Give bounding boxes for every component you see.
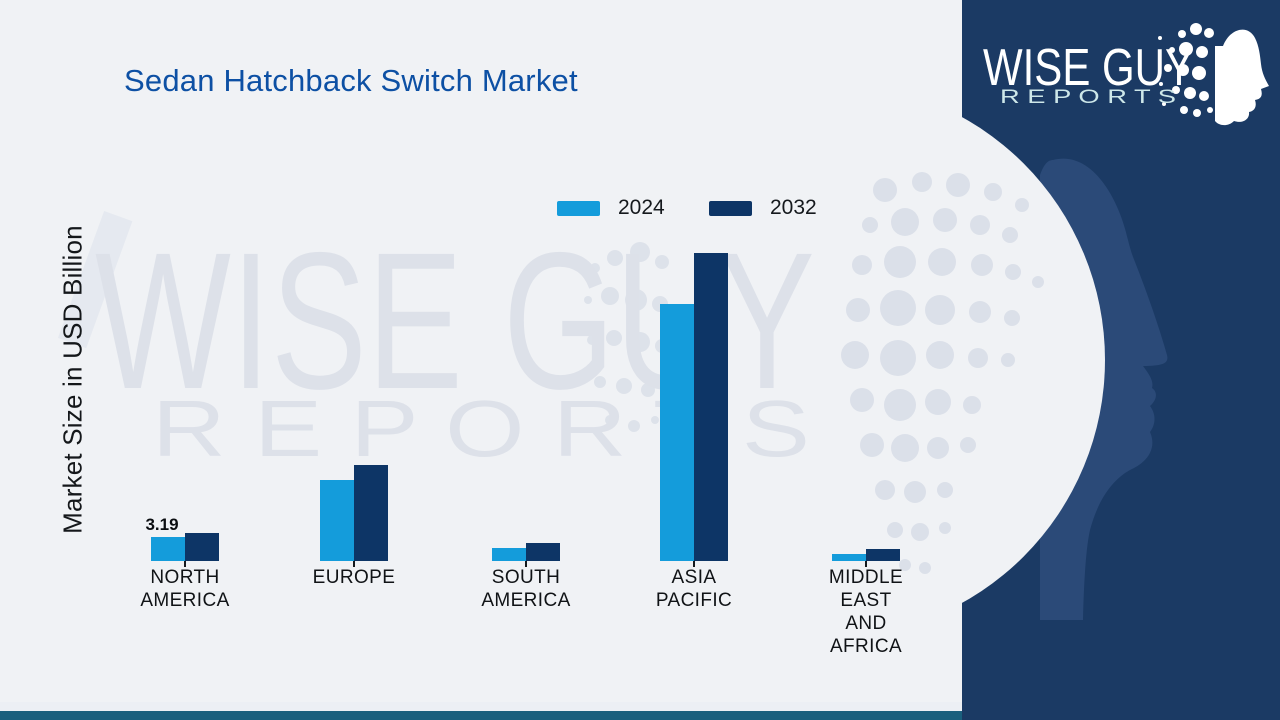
circle-blob-pattern — [841, 172, 1044, 574]
value-label-2024: 3.19 — [145, 515, 179, 534]
bar-2032-south-america — [526, 543, 560, 561]
category-label-line: AMERICA — [140, 590, 230, 611]
axis-tick-asia-pacific — [693, 561, 695, 567]
bar-2024-middle-east-and-africa — [832, 554, 866, 561]
legend-item-2024: 2024 — [557, 196, 665, 220]
bar-2024-south-america — [492, 548, 526, 561]
logo-reports-text: R E P O R T S — [1000, 87, 1176, 108]
page-title: Sedan Hatchback Switch Market — [124, 62, 578, 98]
bar-2032-asia-pacific — [694, 253, 728, 561]
category-label-line: MIDDLE — [828, 567, 904, 588]
axis-tick-middle-east-and-africa — [865, 561, 867, 567]
category-label-line: SOUTH — [491, 567, 561, 588]
category-label-line: PACIFIC — [655, 590, 733, 611]
category-label-line: EUROPE — [312, 567, 396, 588]
category-label-line: AND — [845, 613, 887, 634]
legend-swatch-2032 — [709, 200, 752, 216]
category-label-europe: EUROPE — [269, 566, 439, 589]
category-label-line: EAST — [840, 590, 892, 611]
category-label-line: NORTH — [150, 567, 220, 588]
bar-2032-europe — [354, 465, 388, 561]
axis-tick-south-america — [525, 561, 527, 567]
watermark-dots-pattern — [584, 242, 669, 432]
axis-tick-europe — [353, 561, 355, 567]
bar-2032-middle-east-and-africa — [866, 549, 900, 561]
bar-2024-asia-pacific — [660, 304, 694, 561]
watermark-diagonal-shape — [57, 210, 133, 349]
category-label-line: AMERICA — [481, 590, 571, 611]
category-label-south-america: SOUTH AMERICA — [441, 566, 611, 612]
category-label-line: ASIA — [671, 567, 717, 588]
teal-footer-bar — [0, 711, 962, 720]
legend-label-2032: 2032 — [770, 196, 817, 219]
bar-2024-europe — [320, 480, 354, 561]
axis-tick-north-america — [184, 561, 186, 567]
wiseguy-logo-wordmark: WISE GUY — [983, 39, 1193, 97]
category-label-middle-east-and-africa: MIDDLE EAST AND AFRICA — [781, 566, 951, 658]
category-label-line: AFRICA — [829, 636, 903, 657]
legend-label-2024: 2024 — [618, 196, 665, 219]
logo-face-icon — [1158, 23, 1269, 126]
category-label-asia-pacific: ASIA PACIFIC — [609, 566, 779, 612]
y-axis-label: Market Size in USD Billion — [57, 225, 88, 534]
legend-swatch-2024 — [557, 200, 600, 216]
legend-item-2032: 2032 — [709, 196, 817, 220]
bar-2032-north-america — [185, 533, 219, 561]
category-label-north-america: NORTH AMERICA — [100, 566, 270, 612]
footer-light-band — [0, 702, 962, 711]
bar-2024-north-america — [151, 537, 185, 561]
